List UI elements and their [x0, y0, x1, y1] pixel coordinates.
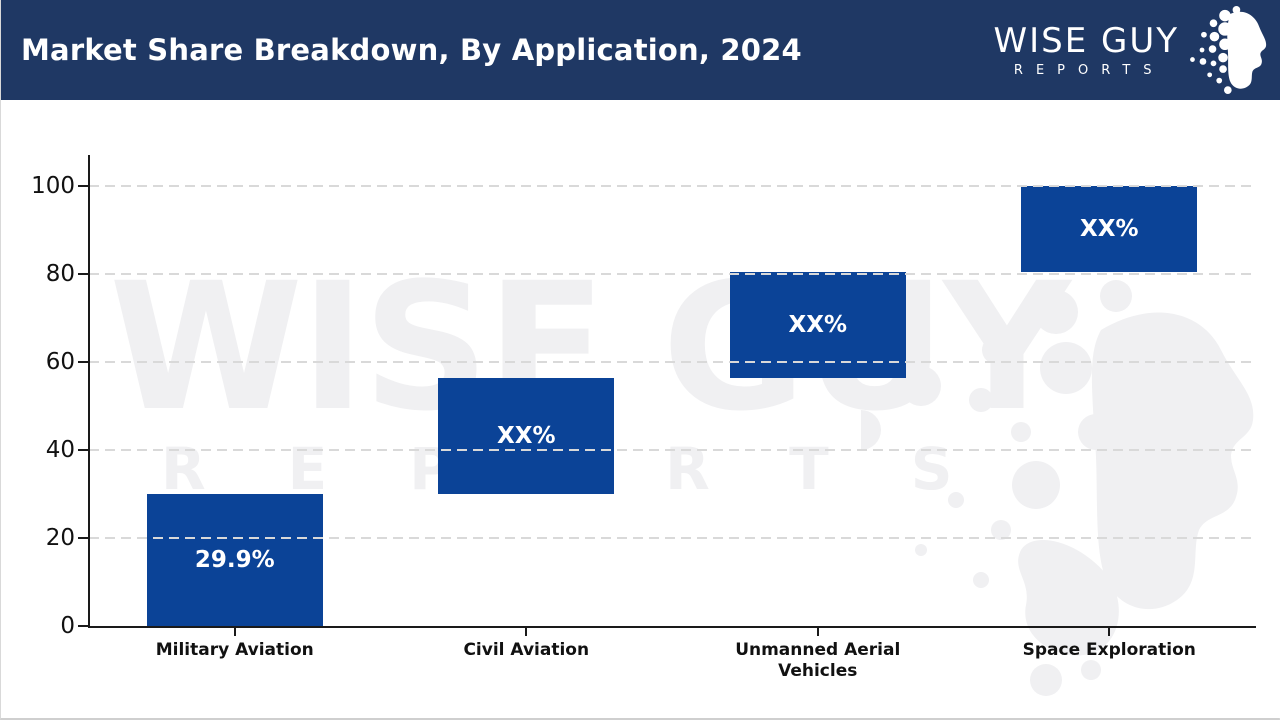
y-tick-label: 20 — [45, 525, 75, 551]
y-axis-line — [88, 155, 90, 628]
bar: XX% — [729, 272, 906, 378]
x-category-label: Unmanned Aerial Vehicles — [735, 640, 901, 682]
y-tick-label: 0 — [60, 613, 75, 639]
brand-logo: WISE GUY REPORTS — [993, 4, 1267, 96]
x-tick-mark — [816, 628, 819, 636]
x-category-label: Civil Aviation — [463, 640, 590, 660]
header: Market Share Breakdown, By Application, … — [1, 0, 1280, 100]
gridline — [89, 361, 1255, 363]
bar: XX% — [1021, 186, 1198, 273]
y-tick-mark — [78, 537, 88, 539]
bar-value-label: 29.9% — [194, 547, 275, 574]
brand-name: WISE GUY — [993, 20, 1179, 61]
y-tick-label: 100 — [31, 173, 75, 199]
bar-value-label: XX% — [496, 423, 556, 450]
page-title: Market Share Breakdown, By Application, … — [21, 33, 802, 67]
y-tick-mark — [78, 449, 88, 451]
x-tick-mark — [1108, 628, 1111, 636]
logo-face-icon — [1190, 6, 1267, 94]
bar-value-label: XX% — [788, 312, 847, 339]
x-tick-mark — [233, 628, 236, 636]
y-tick-mark — [78, 273, 88, 275]
gridline — [89, 273, 1255, 275]
brand-subtitle: REPORTS — [1013, 62, 1165, 78]
x-axis-line — [88, 626, 1256, 628]
gridline — [89, 185, 1255, 187]
brand-logo-text: WISE GUY REPORTS — [993, 24, 1179, 77]
y-tick-label: 40 — [45, 437, 75, 463]
bar-value-label: XX% — [1079, 216, 1139, 243]
bar: XX% — [438, 377, 615, 495]
bar: 29.9% — [146, 494, 323, 626]
x-category-label: Military Aviation — [155, 640, 314, 660]
x-tick-mark — [525, 628, 528, 636]
x-category-label: Space Exploration — [1022, 640, 1196, 660]
y-tick-label: 80 — [45, 261, 75, 287]
gridline — [89, 537, 1255, 539]
y-tick-label: 60 — [45, 349, 75, 375]
y-tick-mark — [78, 625, 88, 627]
y-tick-mark — [78, 185, 88, 187]
gridline — [89, 449, 1255, 451]
y-tick-mark — [78, 361, 88, 363]
